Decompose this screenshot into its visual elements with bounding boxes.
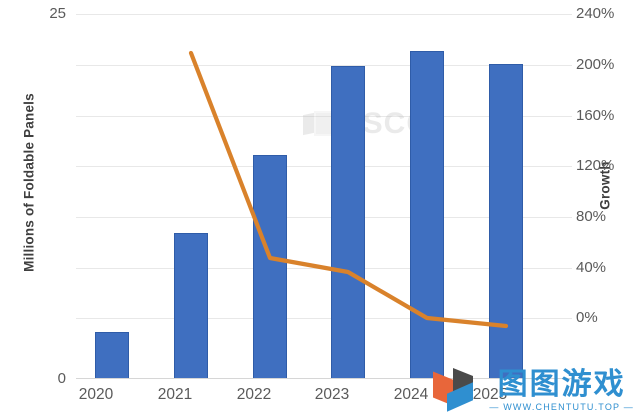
y-axis-right-title: Growth: [597, 161, 613, 210]
y-right-tick-label: 80%: [576, 208, 607, 225]
y-right-tick-label: 240%: [576, 5, 615, 22]
bar-2022[interactable]: [253, 155, 287, 379]
y-left-tick-label: 25: [49, 5, 66, 22]
site-watermark: 图图游戏 — WWW.CHENTUTU.TOP —: [431, 366, 634, 414]
site-name-text: 图图游戏: [497, 367, 626, 401]
bar-2021[interactable]: [174, 233, 208, 379]
y-right-tick-label: 40%: [576, 259, 607, 276]
x-tick-label-2025: 2025: [472, 386, 508, 403]
y-right-tick-label: 200%: [576, 56, 615, 73]
y-axis-left-title: Millions of Foldable Panels: [21, 93, 37, 272]
bar-2025[interactable]: [489, 64, 523, 379]
y-right-tick-label: 0%: [576, 309, 598, 326]
site-url-text: — WWW.CHENTUTU.TOP —: [489, 401, 634, 412]
x-tick-label-2020: 2020: [78, 386, 114, 403]
site-watermark-text-group: 图图游戏 — WWW.CHENTUTU.TOP —: [489, 367, 634, 412]
y-left-tick-label: 0: [57, 370, 66, 387]
site-logo-icon: [431, 366, 483, 414]
x-axis-line: [76, 378, 572, 379]
plot-area: DSCC: [76, 14, 572, 379]
bar-2024[interactable]: [410, 51, 444, 379]
dscc-logo-icon: [303, 111, 333, 137]
gridline: [76, 14, 572, 15]
x-tick-label-2024: 2024: [393, 386, 429, 403]
bar-2023[interactable]: [331, 66, 365, 379]
x-tick-label-2022: 2022: [236, 386, 272, 403]
y-right-tick-label: 120%: [576, 157, 615, 174]
x-tick-label-2023: 2023: [314, 386, 350, 403]
x-tick-label-2021: 2021: [157, 386, 193, 403]
y-right-tick-label: 160%: [576, 107, 615, 124]
bar-2020[interactable]: [95, 332, 129, 379]
